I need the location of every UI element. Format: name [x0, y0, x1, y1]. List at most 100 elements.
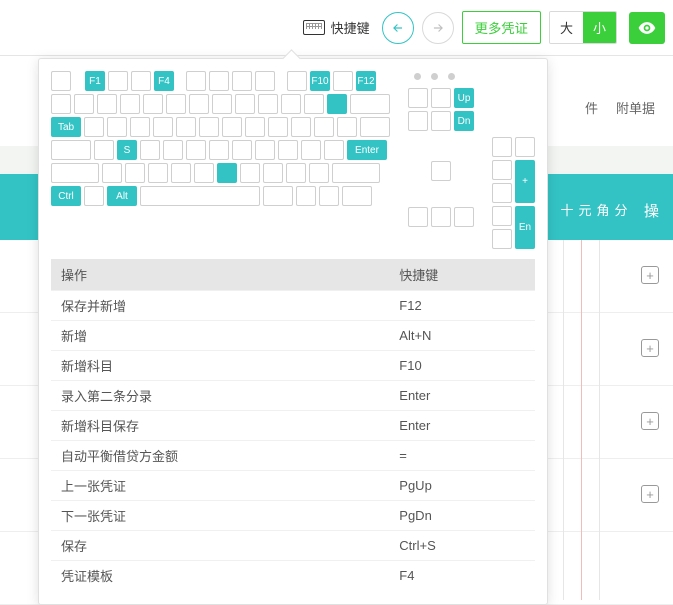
key-blank: [304, 94, 324, 114]
cell-key: F10: [389, 351, 535, 381]
key-backspace: [350, 94, 390, 114]
key-blank: [84, 186, 104, 206]
table-row: 新增科目F10: [51, 351, 535, 381]
key-blank: [492, 183, 512, 203]
key-blank: [240, 163, 260, 183]
kb-indicators: [408, 71, 455, 82]
key-blank: [287, 71, 307, 91]
top-toolbar: 快捷键 更多凭证 大 小: [0, 0, 673, 56]
key-blank: [314, 117, 334, 137]
key-blank: [74, 94, 94, 114]
key-blank: [263, 163, 283, 183]
key-blank: [342, 186, 372, 206]
size-small-button[interactable]: 小: [583, 12, 616, 43]
key-blank: [176, 117, 196, 137]
key-blank: [245, 117, 265, 137]
cell-action: 保存并新增: [51, 291, 389, 321]
key-blank: [408, 111, 428, 131]
cell-action: 新增科目保存: [51, 411, 389, 441]
key-s: S: [117, 140, 137, 160]
key-blank: [97, 94, 117, 114]
col-action: 操作: [51, 259, 389, 291]
shortcut-label: 快捷键: [331, 18, 370, 37]
key-blank: [209, 71, 229, 91]
amt-char: 元: [576, 200, 594, 219]
add-row-button[interactable]: +: [641, 485, 659, 503]
key-blank: [163, 140, 183, 160]
key-f4: F4: [154, 71, 174, 91]
key-blank: [333, 71, 353, 91]
key-equals: [327, 94, 347, 114]
cell-key: Ctrl+S: [389, 531, 535, 561]
key-blank: [281, 94, 301, 114]
table-row: 凭证模板F4: [51, 561, 535, 591]
size-large-button[interactable]: 大: [550, 12, 583, 43]
cell-action: 保存: [51, 531, 389, 561]
more-vouchers-button[interactable]: 更多凭证: [462, 11, 541, 44]
op-header: 操: [644, 200, 659, 221]
key-blank: [171, 163, 191, 183]
key-blank: [235, 94, 255, 114]
key-tab: Tab: [51, 117, 81, 137]
key-blank: [296, 186, 316, 206]
preview-button[interactable]: [629, 12, 665, 44]
prev-voucher-button[interactable]: [382, 12, 414, 44]
key-pgdn: Dn: [454, 111, 474, 131]
table-row: 自动平衡借贷方金额=: [51, 441, 535, 471]
font-size-group: 大 小: [549, 11, 617, 44]
key-blank: [255, 71, 275, 91]
key-blank: [189, 94, 209, 114]
key-blank: [232, 140, 252, 160]
key-right: [454, 207, 474, 227]
add-row-button[interactable]: +: [641, 412, 659, 430]
key-blank: [212, 94, 232, 114]
key-blank: [263, 186, 293, 206]
key-blank: [194, 163, 214, 183]
key-blank: [515, 137, 535, 157]
next-voucher-button[interactable]: [422, 12, 454, 44]
key-left: [408, 207, 428, 227]
amt-char: 分: [612, 200, 630, 219]
key-blank: [301, 140, 321, 160]
cell-key: =: [389, 441, 535, 471]
key-blank: [209, 140, 229, 160]
add-row-button[interactable]: +: [641, 339, 659, 357]
cell-key: Enter: [389, 411, 535, 441]
key-alt: Alt: [107, 186, 137, 206]
key-blank: [319, 186, 339, 206]
key-blank: [140, 140, 160, 160]
key-blank: [153, 117, 173, 137]
amt-char: 角: [594, 200, 612, 219]
key-blank: [360, 117, 390, 137]
key-blank: [222, 117, 242, 137]
key-esc: [51, 71, 71, 91]
cell-key: F4: [389, 561, 535, 591]
key-shift-r: [332, 163, 380, 183]
key-pgup: Up: [454, 88, 474, 108]
key-blank: [286, 163, 306, 183]
key-f1: F1: [85, 71, 105, 91]
key-numenter: En: [515, 206, 535, 249]
key-blank: [431, 88, 451, 108]
cell-action: 下一张凭证: [51, 501, 389, 531]
key-ctrl: Ctrl: [51, 186, 81, 206]
shortcut-toggle[interactable]: 快捷键: [303, 18, 370, 37]
key-blank: [232, 71, 252, 91]
key-blank: [102, 163, 122, 183]
cell-key: PgDn: [389, 501, 535, 531]
add-row-button[interactable]: +: [641, 266, 659, 284]
key-blank: [120, 94, 140, 114]
key-up: [431, 161, 451, 181]
key-blank: [108, 71, 128, 91]
key-shift-l: [51, 163, 99, 183]
key-blank: [148, 163, 168, 183]
key-blank: [268, 117, 288, 137]
cell-action: 新增: [51, 321, 389, 351]
key-enter: Enter: [347, 140, 387, 160]
key-blank: [492, 160, 512, 180]
key-caps: [51, 140, 91, 160]
top-label-2: 附单据: [616, 98, 655, 117]
key-blank: [186, 140, 206, 160]
cell-key: PgUp: [389, 471, 535, 501]
cell-key: Enter: [389, 381, 535, 411]
